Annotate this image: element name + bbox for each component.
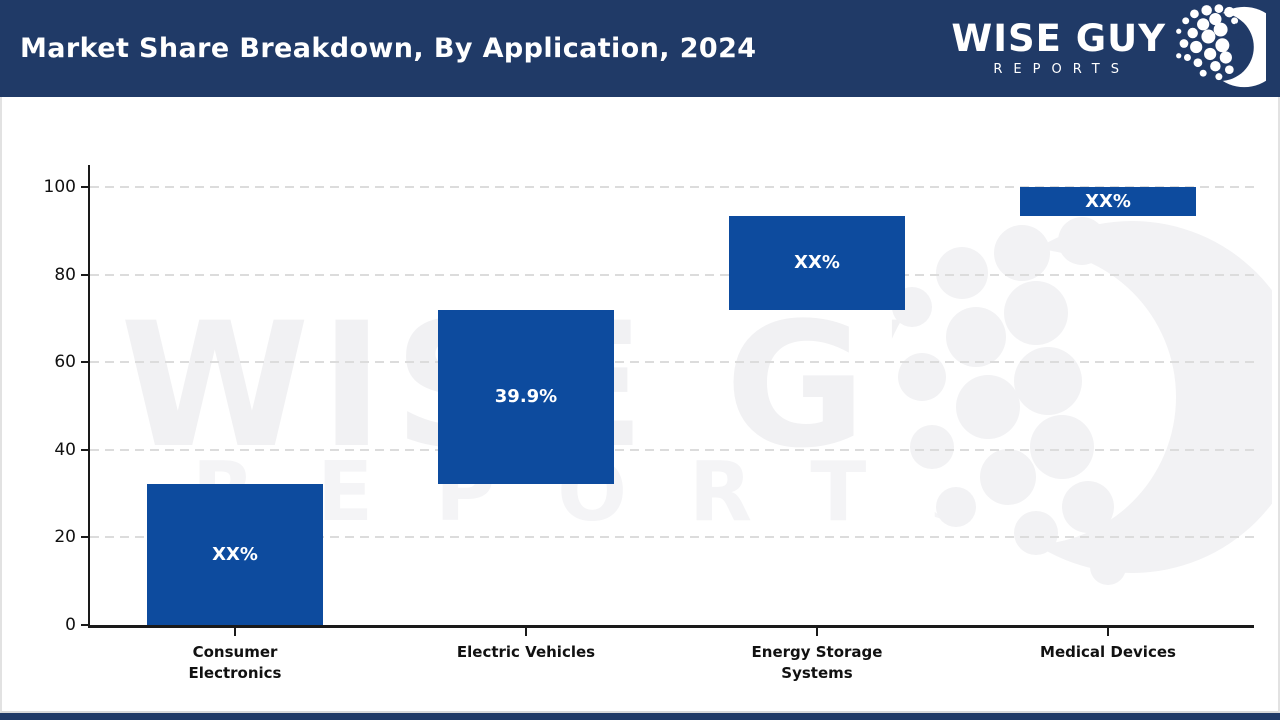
bar-segment bbox=[438, 309, 614, 485]
y-tick-mark bbox=[81, 186, 90, 188]
watermark-face-icon bbox=[852, 197, 1278, 621]
brand-subname: REPORTS bbox=[993, 62, 1130, 77]
bar-value-label: XX% bbox=[212, 543, 258, 565]
grid-line bbox=[90, 448, 1254, 451]
y-tick-label: 0 bbox=[65, 615, 76, 635]
footer-bar bbox=[0, 713, 1280, 720]
bar-segment bbox=[729, 216, 905, 310]
brand-name: WISE GUY bbox=[951, 17, 1166, 60]
bar-value-label: 39.9% bbox=[494, 386, 558, 408]
y-tick-mark bbox=[81, 361, 90, 364]
bar-value-label: XX% bbox=[1085, 190, 1131, 212]
grid-line bbox=[90, 273, 1254, 276]
category-label: Energy Storage Systems bbox=[751, 643, 883, 682]
grid-line bbox=[90, 186, 1254, 188]
y-tick-mark bbox=[81, 624, 90, 626]
x-tick-mark bbox=[525, 628, 527, 636]
grid-line bbox=[90, 536, 1254, 539]
header-bar: Market Share Breakdown, By Application, … bbox=[0, 0, 1280, 97]
x-tick-mark bbox=[816, 628, 818, 636]
y-tick-mark bbox=[81, 536, 90, 539]
bar-value-label: XX% bbox=[794, 251, 840, 273]
y-tick-label: 80 bbox=[54, 264, 76, 285]
y-tick-label: 40 bbox=[54, 439, 76, 460]
x-tick-mark bbox=[234, 628, 236, 636]
category-label: Electric Vehicles bbox=[456, 643, 596, 661]
x-tick-mark bbox=[1107, 628, 1109, 636]
page-title: Market Share Breakdown, By Application, … bbox=[20, 33, 757, 64]
brand-logo: WISE GUY REPORTS bbox=[951, 3, 1280, 95]
bar-segment bbox=[147, 484, 323, 625]
dotted-face-icon bbox=[1170, 3, 1280, 95]
category-label: Consumer Electronics bbox=[188, 643, 282, 682]
y-tick-mark bbox=[81, 448, 90, 451]
y-tick-mark bbox=[81, 273, 90, 276]
y-tick-label: 20 bbox=[54, 527, 76, 548]
category-label: Medical Devices bbox=[1040, 643, 1176, 661]
brand-logo-text: WISE GUY REPORTS bbox=[951, 20, 1166, 77]
grid-line bbox=[90, 361, 1254, 364]
x-axis-line bbox=[90, 625, 1254, 628]
y-tick-label: 100 bbox=[43, 177, 76, 197]
y-axis-line bbox=[88, 165, 90, 628]
bar-segment bbox=[1020, 187, 1196, 217]
y-tick-label: 60 bbox=[54, 352, 76, 373]
